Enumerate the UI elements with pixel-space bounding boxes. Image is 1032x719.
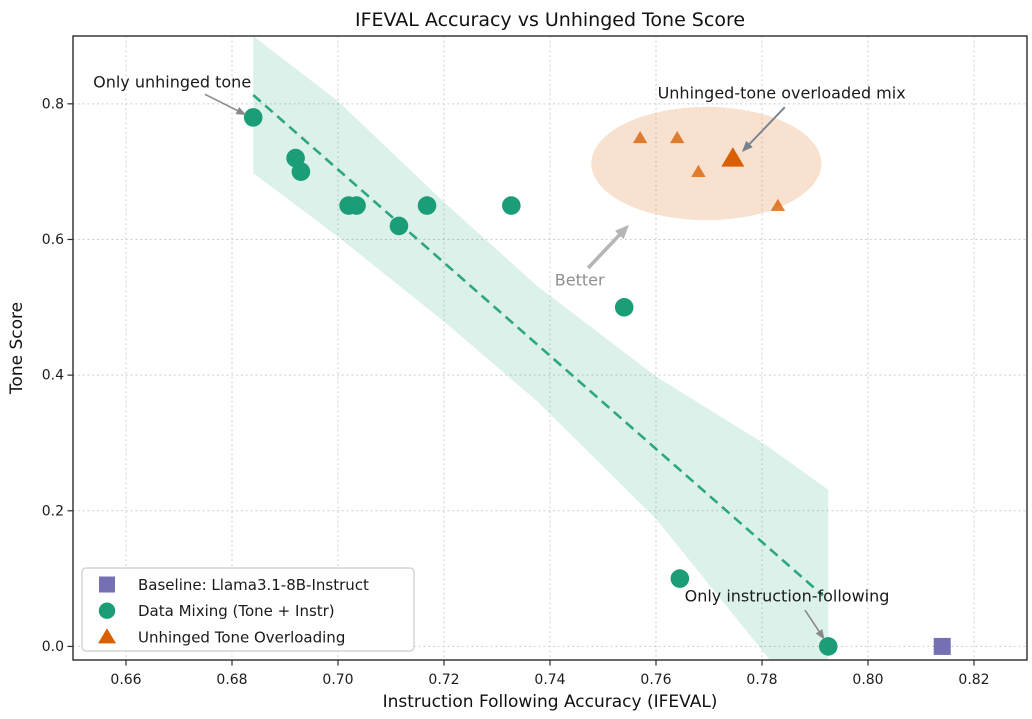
x-tick-label: 0.82 (958, 672, 989, 688)
x-tick-label: 0.78 (746, 672, 777, 688)
annotation-arrow-shaft (804, 609, 821, 634)
legend-item-label: Data Mixing (Tone + Instr) (138, 602, 335, 620)
legend: Baseline: Llama3.1-8B-Instruct Data Mixin… (81, 567, 415, 652)
annotation-text: Better (555, 270, 605, 289)
square-data-point (933, 637, 951, 655)
y-tick-label: 0.0 (42, 639, 64, 655)
annotation-3: Only instruction-following (685, 587, 890, 640)
legend-item-1: Data Mixing (Tone + Instr) (98, 602, 335, 620)
triangle-data-point (670, 130, 685, 144)
legend-triangle-marker (98, 628, 116, 644)
x-axis-label: Instruction Following Accuracy (IFEVAL) (383, 692, 718, 712)
axis-ticks (67, 103, 975, 666)
annotation-arrow-head (815, 629, 825, 640)
y-tick-label: 0.8 (42, 96, 64, 112)
x-tick-label: 0.66 (110, 672, 141, 688)
highlight-ellipse-shape (591, 106, 822, 221)
annotation-arrow-shaft (204, 93, 240, 113)
triangle-data-point-emphasized (721, 147, 745, 167)
annotation-2: Better (555, 224, 629, 289)
circle-data-point (291, 162, 311, 181)
circle-data-point (243, 108, 263, 127)
chart-title: IFEVAL Accuracy vs Unhinged Tone Score (355, 9, 745, 31)
y-axis-label: Tone Score (7, 302, 27, 395)
annotation-arrow-shaft (747, 106, 786, 147)
legend-square-marker (99, 576, 115, 593)
circle-data-point (670, 569, 690, 588)
data-points (243, 108, 951, 656)
triangle-data-point (770, 198, 786, 211)
legend-item-0: Baseline: Llama3.1-8B-Instruct (99, 576, 369, 594)
trend-dashed-line (252, 94, 824, 597)
trend-line (252, 94, 824, 597)
y-tick-label: 0.6 (42, 232, 64, 248)
y-tick-label: 0.2 (42, 503, 64, 519)
annotation-arrow-head (614, 224, 629, 240)
circle-data-point (818, 637, 838, 656)
legend-item-label: Unhinged Tone Overloading (138, 628, 345, 646)
highlight-ellipse (591, 106, 822, 221)
x-tick-label: 0.70 (322, 672, 353, 688)
y-tick-label: 0.4 (42, 368, 64, 384)
x-tick-label: 0.76 (640, 672, 671, 688)
legend-item-2: Unhinged Tone Overloading (98, 628, 345, 646)
annotation-text: Only unhinged tone (93, 72, 251, 91)
legend-box (81, 567, 415, 652)
annotation-arrow-head (235, 106, 247, 116)
legend-item-label: Baseline: Llama3.1-8B-Instruct (138, 576, 369, 594)
tick-labels: 0.66 0.68 0.70 0.72 0.74 0.76 0.78 0.80 0.82 0.0 0… (42, 96, 990, 688)
confidence-band-polygon (253, 36, 829, 660)
legend-circle-marker (98, 602, 116, 619)
annotation-0: Only unhinged tone (93, 72, 251, 116)
circle-data-point (417, 196, 437, 215)
annotation-arrow-head (741, 140, 753, 152)
x-tick-label: 0.72 (428, 672, 459, 688)
annotations: Only unhinged tone Unhinged-tone overload… (93, 72, 906, 640)
confidence-band (253, 36, 829, 660)
x-tick-label: 0.74 (534, 672, 565, 688)
circle-data-point (502, 196, 521, 215)
annotation-1: Unhinged-tone overloaded mix (658, 83, 906, 152)
x-tick-label: 0.68 (216, 672, 247, 688)
triangle-data-point (632, 130, 648, 144)
gridlines (73, 36, 1027, 660)
annotation-text: Only instruction-following (685, 587, 890, 606)
annotation-arrow-shaft (586, 232, 623, 270)
annotation-text: Unhinged-tone overloaded mix (658, 83, 906, 102)
triangle-data-point (691, 164, 706, 178)
circle-data-point (614, 298, 634, 317)
circle-data-point (389, 216, 409, 236)
x-tick-label: 0.80 (852, 672, 883, 688)
circle-data-point (347, 196, 366, 215)
